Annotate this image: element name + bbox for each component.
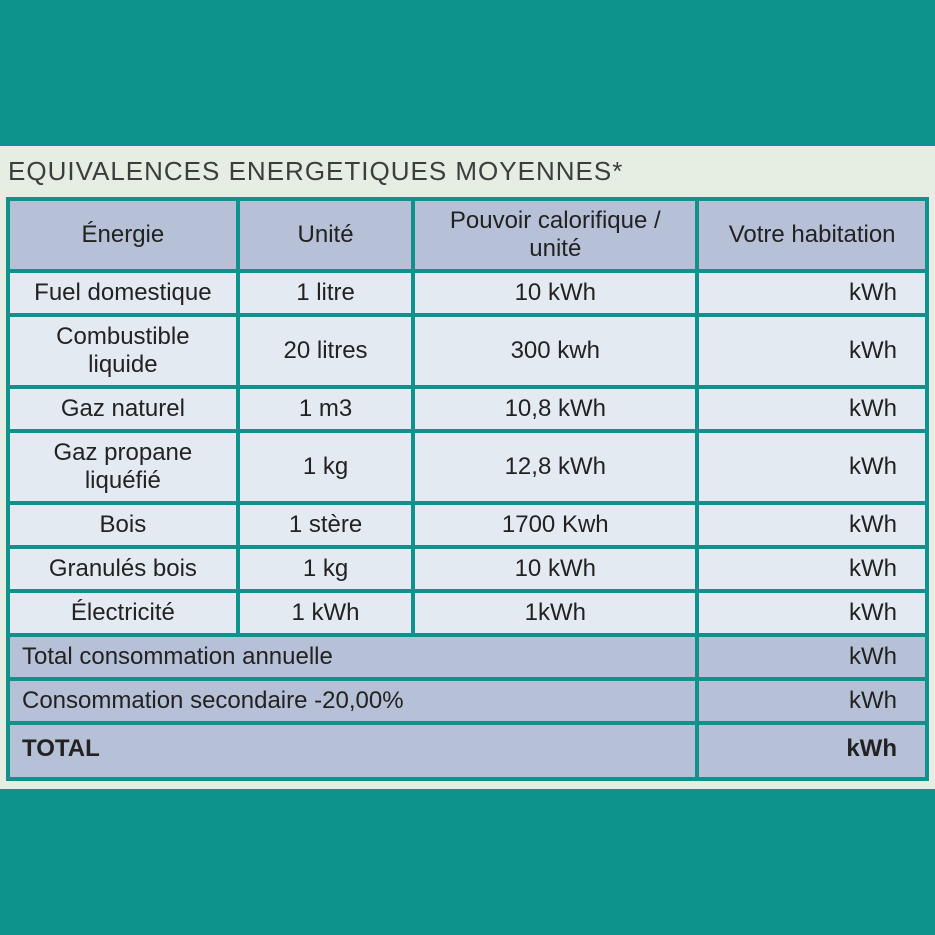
table-row: Fuel domestique1 litre10 kWhkWh (10, 273, 925, 313)
table-footer-row: Consommation secondaire -20,00%kWh (10, 681, 925, 721)
cell-energie: Gaz propane liquéfié (10, 433, 236, 501)
footer-label: Total consommation annuelle (10, 637, 695, 677)
cell-pouvoir: 10 kWh (415, 549, 695, 589)
cell-habitation: kWh (699, 389, 925, 429)
table-row: Granulés bois1 kg10 kWhkWh (10, 549, 925, 589)
cell-energie: Granulés bois (10, 549, 236, 589)
table-row: Combustible liquide20 litres300 kwhkWh (10, 317, 925, 385)
table-header-row: Énergie Unité Pouvoir calorifique / unit… (10, 201, 925, 269)
table-footer-row: TOTALkWh (10, 725, 925, 777)
cell-unite: 1 m3 (240, 389, 412, 429)
table-row: Gaz propane liquéfié1 kg12,8 kWhkWh (10, 433, 925, 501)
panel-title: EQUIVALENCES ENERGETIQUES MOYENNES* (0, 146, 935, 197)
col-header-pouvoir: Pouvoir calorifique / unité (415, 201, 695, 269)
cell-energie: Combustible liquide (10, 317, 236, 385)
cell-energie: Bois (10, 505, 236, 545)
cell-habitation: kWh (699, 549, 925, 589)
cell-pouvoir: 1700 Kwh (415, 505, 695, 545)
cell-energie: Électricité (10, 593, 236, 633)
cell-habitation: kWh (699, 273, 925, 313)
col-header-unite: Unité (240, 201, 412, 269)
table-row: Bois1 stère1700 KwhkWh (10, 505, 925, 545)
table-row: Gaz naturel1 m310,8 kWhkWh (10, 389, 925, 429)
cell-unite: 1 kWh (240, 593, 412, 633)
cell-pouvoir: 12,8 kWh (415, 433, 695, 501)
cell-habitation: kWh (699, 317, 925, 385)
cell-energie: Fuel domestique (10, 273, 236, 313)
cell-unite: 1 litre (240, 273, 412, 313)
table-footer-row: Total consommation annuellekWh (10, 637, 925, 677)
cell-unite: 1 kg (240, 549, 412, 589)
col-header-habitation: Votre habitation (699, 201, 925, 269)
cell-unite: 1 stère (240, 505, 412, 545)
cell-pouvoir: 300 kwh (415, 317, 695, 385)
footer-label: TOTAL (10, 725, 695, 777)
cell-habitation: kWh (699, 433, 925, 501)
cell-unite: 20 litres (240, 317, 412, 385)
cell-pouvoir: 10 kWh (415, 273, 695, 313)
footer-value: kWh (699, 725, 925, 777)
cell-energie: Gaz naturel (10, 389, 236, 429)
energy-table: Énergie Unité Pouvoir calorifique / unit… (6, 197, 929, 781)
footer-value: kWh (699, 637, 925, 677)
cell-habitation: kWh (699, 593, 925, 633)
cell-unite: 1 kg (240, 433, 412, 501)
footer-label: Consommation secondaire -20,00% (10, 681, 695, 721)
table-row: Électricité1 kWh1kWhkWh (10, 593, 925, 633)
cell-pouvoir: 1kWh (415, 593, 695, 633)
cell-pouvoir: 10,8 kWh (415, 389, 695, 429)
energy-equivalence-panel: EQUIVALENCES ENERGETIQUES MOYENNES* Éner… (0, 146, 935, 789)
footer-value: kWh (699, 681, 925, 721)
col-header-energie: Énergie (10, 201, 236, 269)
cell-habitation: kWh (699, 505, 925, 545)
